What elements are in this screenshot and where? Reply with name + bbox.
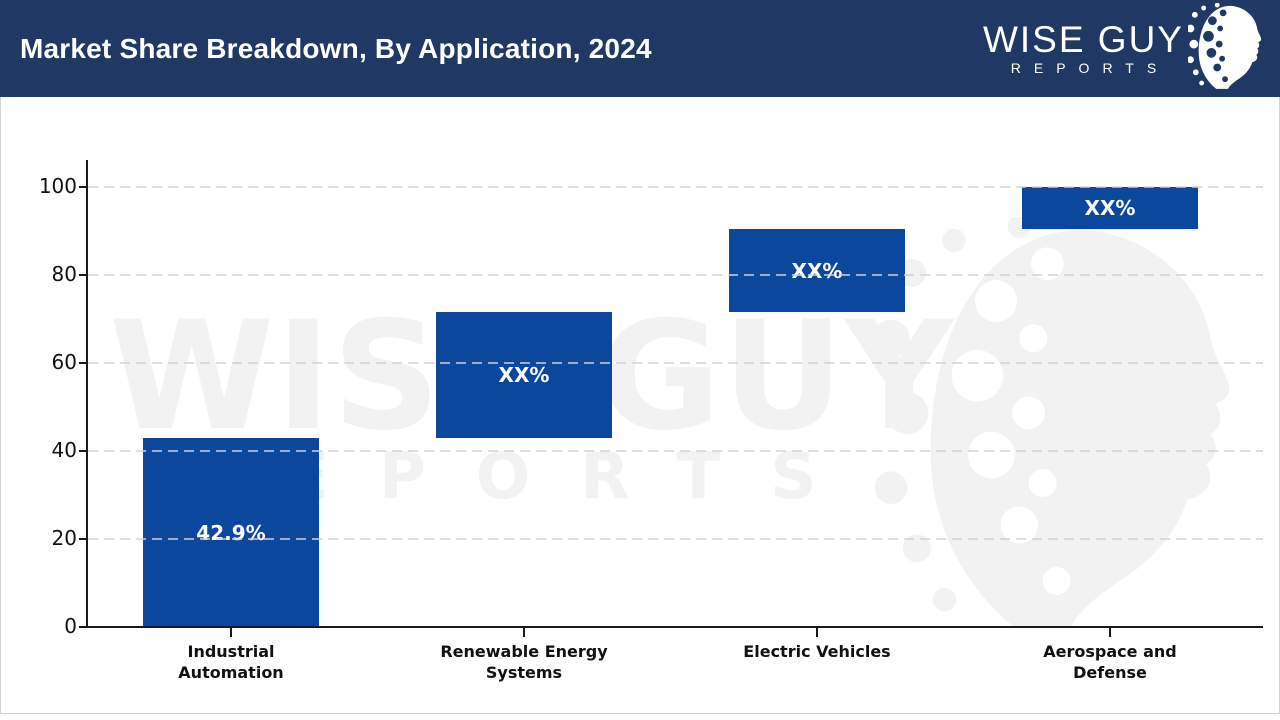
logo-wordmark: WISE GUY REPORTS	[982, 18, 1184, 77]
wise-guy-reports-logo: WISE GUY REPORTS	[982, 2, 1280, 95]
watermark-dotted-head-icon	[866, 214, 1266, 641]
y-tick-label-20: 20	[51, 526, 77, 550]
y-tick-mark-80	[79, 274, 87, 276]
bar-value-label: XX%	[1084, 195, 1136, 220]
bar-aerospace-and-defense: XX%	[1022, 187, 1198, 229]
y-tick-mark-40	[79, 450, 87, 452]
y-axis-line	[86, 160, 88, 627]
logo-brand-subtitle: REPORTS	[1010, 59, 1170, 76]
x-tick-mark-0	[230, 628, 232, 637]
dotted-head-profile-icon	[1186, 2, 1266, 95]
chart-title: Market Share Breakdown, By Application, …	[20, 32, 652, 64]
gridline-20	[88, 538, 1263, 540]
bar-industrial-automation: 42.9%	[143, 438, 319, 627]
x-tick-mark-1	[523, 628, 525, 637]
x-tick-mark-2	[816, 628, 818, 637]
y-tick-mark-60	[79, 362, 87, 364]
bar-value-label: XX%	[791, 258, 843, 283]
bar-value-label: 42.9%	[196, 520, 266, 545]
bar-value-label: XX%	[498, 363, 550, 388]
x-category-label-3: Aerospace and Defense	[1043, 642, 1177, 682]
y-tick-mark-0	[79, 626, 87, 628]
header-band: Market Share Breakdown, By Application, …	[0, 0, 1280, 97]
y-tick-label-40: 40	[51, 438, 77, 462]
x-tick-mark-3	[1109, 628, 1111, 637]
y-tick-mark-100	[79, 186, 87, 188]
bar-electric-vehicles: XX%	[729, 228, 905, 313]
x-category-label-2: Electric Vehicles	[743, 642, 891, 661]
gridline-100	[88, 186, 1263, 188]
gridline-40	[88, 450, 1263, 452]
y-tick-mark-20	[79, 538, 87, 540]
x-axis-line	[86, 626, 1263, 628]
x-category-label-1: Renewable Energy Systems	[440, 642, 608, 682]
logo-brand-name: WISE GUY	[982, 18, 1184, 60]
y-tick-label-80: 80	[51, 262, 77, 286]
gridline-60	[88, 362, 1263, 364]
y-tick-label-60: 60	[51, 350, 77, 374]
bar-renewable-energy-systems: XX%	[436, 312, 612, 439]
x-category-label-0: Industrial Automation	[178, 642, 284, 682]
y-tick-label-100: 100	[38, 174, 77, 198]
y-tick-label-0: 0	[64, 614, 77, 638]
gridline-80	[88, 274, 1263, 276]
chart-plot-area: WISE GUY REPORTS 0 20 40 60 80 100 42.9	[0, 97, 1280, 714]
